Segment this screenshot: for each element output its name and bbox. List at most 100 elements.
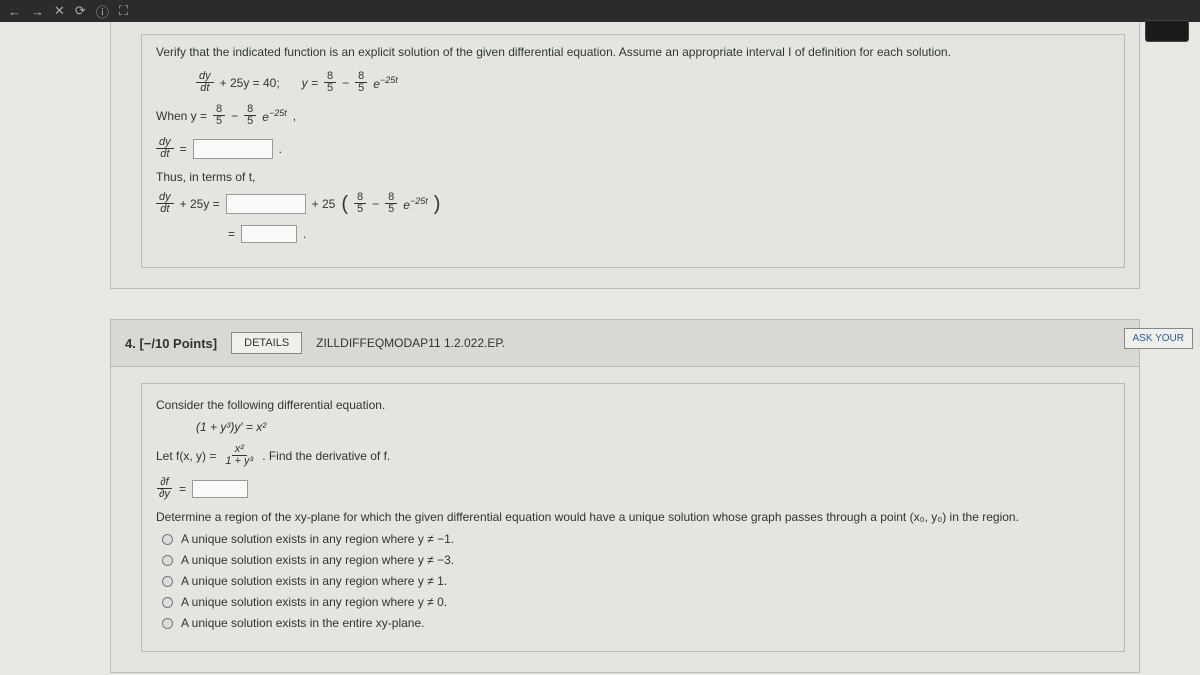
exp1: −25t <box>380 75 398 85</box>
eight-five-4: 8 5 <box>244 104 256 127</box>
q3-instruction-text: Verify that the indicated function is an… <box>156 45 951 59</box>
e3: e−25t <box>403 196 427 212</box>
q4-dfdy-row: ∂f ∂y = <box>156 477 1110 500</box>
when-y: When y = <box>156 109 207 123</box>
dy-dt-frac: dy dt <box>196 71 214 94</box>
dt3: dt <box>157 204 172 215</box>
close-icon[interactable]: ✕ <box>54 3 65 19</box>
q4-label: 4. [−/10 Points] <box>125 336 217 351</box>
thus-text: Thus, in terms of t, <box>156 170 1110 184</box>
q4-consider: Consider the following differential equa… <box>156 398 1110 412</box>
radio-icon[interactable] <box>162 555 173 566</box>
dt-den: dt <box>197 83 212 94</box>
thus-input-2[interactable] <box>241 225 297 243</box>
details-button[interactable]: DETAILS <box>231 332 302 354</box>
opt3-text: A unique solution exists in any region w… <box>181 574 447 588</box>
question-4-body: Consider the following differential equa… <box>141 383 1125 652</box>
q3-instruction: Verify that the indicated function is an… <box>156 43 1110 61</box>
back-icon[interactable]: ← <box>8 4 21 19</box>
d4: 5 <box>244 116 256 127</box>
eight-five-2: 8 5 <box>355 71 367 94</box>
reload-icon[interactable]: ⟳ <box>75 3 86 19</box>
q3-dydt-row: dy dt = . <box>156 137 1110 160</box>
q3-when-row: When y = 8 5 − 8 5 e−25t , <box>156 104 1110 127</box>
info-icon[interactable]: ⓘ <box>96 2 109 21</box>
dy-dt-frac-3: dy dt <box>156 192 174 215</box>
rparen: ) <box>434 196 441 212</box>
q4-option-1[interactable]: A unique solution exists in any region w… <box>162 532 1110 546</box>
dfdy-input[interactable] <box>192 480 248 498</box>
d5: 5 <box>354 204 366 215</box>
eight-five-5: 8 5 <box>354 192 366 215</box>
d3: 5 <box>213 116 225 127</box>
plus25: + 25 <box>312 197 336 211</box>
e3t: e <box>403 198 410 212</box>
dfdy-frac: ∂f ∂y <box>156 477 173 500</box>
q4-ode-text: (1 + y³)y′ = x² <box>196 420 266 434</box>
radio-icon[interactable] <box>162 534 173 545</box>
fden: 1 + y³ <box>222 456 256 467</box>
d2: 5 <box>355 83 367 94</box>
q4-option-2[interactable]: A unique solution exists in any region w… <box>162 553 1110 567</box>
minus2: − <box>231 109 238 123</box>
minus1: − <box>342 76 349 90</box>
thus-input-1[interactable] <box>226 194 306 214</box>
opt1-text: A unique solution exists in any region w… <box>181 532 454 546</box>
content-shell: Verify that the indicated function is an… <box>0 22 1200 675</box>
period2: . <box>303 227 306 241</box>
ode-left: + 25y = 40; <box>220 76 280 90</box>
browser-toolbar: ← → ✕ ⟳ ⓘ ⛶ <box>0 0 1200 22</box>
lparen: ( <box>341 196 348 212</box>
e1: e−25t <box>373 75 397 91</box>
q4-options: A unique solution exists in any region w… <box>162 532 1110 630</box>
q3-thus-row2: = . <box>228 225 1110 243</box>
radio-icon[interactable] <box>162 618 173 629</box>
period1: . <box>279 142 282 156</box>
dfden: ∂y <box>156 489 173 500</box>
opt4-text: A unique solution exists in any region w… <box>181 595 447 609</box>
fxy-frac: x² 1 + y³ <box>222 444 256 467</box>
exp2: −25t <box>269 108 287 118</box>
eight-five-3: 8 5 <box>213 104 225 127</box>
q4-determine: Determine a region of the xy-plane for w… <box>156 510 1110 524</box>
fullscreen-icon[interactable]: ⛶ <box>119 3 128 19</box>
e2: e−25t <box>262 108 286 124</box>
opt5-text: A unique solution exists in the entire x… <box>181 616 424 630</box>
opt2-text: A unique solution exists in any region w… <box>181 553 454 567</box>
radio-icon[interactable] <box>162 597 173 608</box>
q4-option-4[interactable]: A unique solution exists in any region w… <box>162 595 1110 609</box>
radio-icon[interactable] <box>162 576 173 587</box>
plus25y: + 25y = <box>180 197 220 211</box>
q4-ref: ZILLDIFFEQMODAP11 1.2.022.EP. <box>316 336 505 350</box>
eight-five-6: 8 5 <box>385 192 397 215</box>
forward-icon[interactable]: → <box>31 4 44 19</box>
q4-ode: (1 + y³)y′ = x² <box>196 420 1110 434</box>
let-label: Let f(x, y) = <box>156 449 216 463</box>
question-3-panel: Verify that the indicated function is an… <box>110 22 1140 289</box>
y-eq: y = <box>302 76 318 90</box>
e2t: e <box>262 110 269 124</box>
let-text: Let f(x, y) = <box>156 449 216 463</box>
q4-option-3[interactable]: A unique solution exists in any region w… <box>162 574 1110 588</box>
exp3: −25t <box>410 196 428 206</box>
eq3: = <box>179 482 186 496</box>
question-4-panel: Consider the following differential equa… <box>110 367 1140 673</box>
comma1: , <box>293 109 296 123</box>
page-area: Verify that the indicated function is an… <box>0 22 1200 675</box>
eight-five-1: 8 5 <box>324 71 336 94</box>
ask-your-teacher-button[interactable]: ASK YOUR <box>1124 328 1194 349</box>
eq2: = <box>228 227 235 241</box>
dy-dt-frac-2: dy dt <box>156 137 174 160</box>
d1: 5 <box>324 83 336 94</box>
e1t: e <box>373 77 380 91</box>
minus3: − <box>372 197 379 211</box>
q4-option-5[interactable]: A unique solution exists in the entire x… <box>162 616 1110 630</box>
q3-ode-row: dy dt + 25y = 40; y = 8 5 − 8 5 e−25t <box>196 71 1110 94</box>
find-text: . Find the derivative of f. <box>262 449 390 463</box>
question-3-body: Verify that the indicated function is an… <box>141 34 1125 268</box>
d6: 5 <box>385 204 397 215</box>
dydt-input[interactable] <box>193 139 273 159</box>
q3-thus-row1: dy dt + 25y = + 25 ( 8 5 − 8 5 e−25t ) <box>156 192 1110 215</box>
eq1: = <box>180 142 187 156</box>
q4-let-row: Let f(x, y) = x² 1 + y³ . Find the deriv… <box>156 444 1110 467</box>
